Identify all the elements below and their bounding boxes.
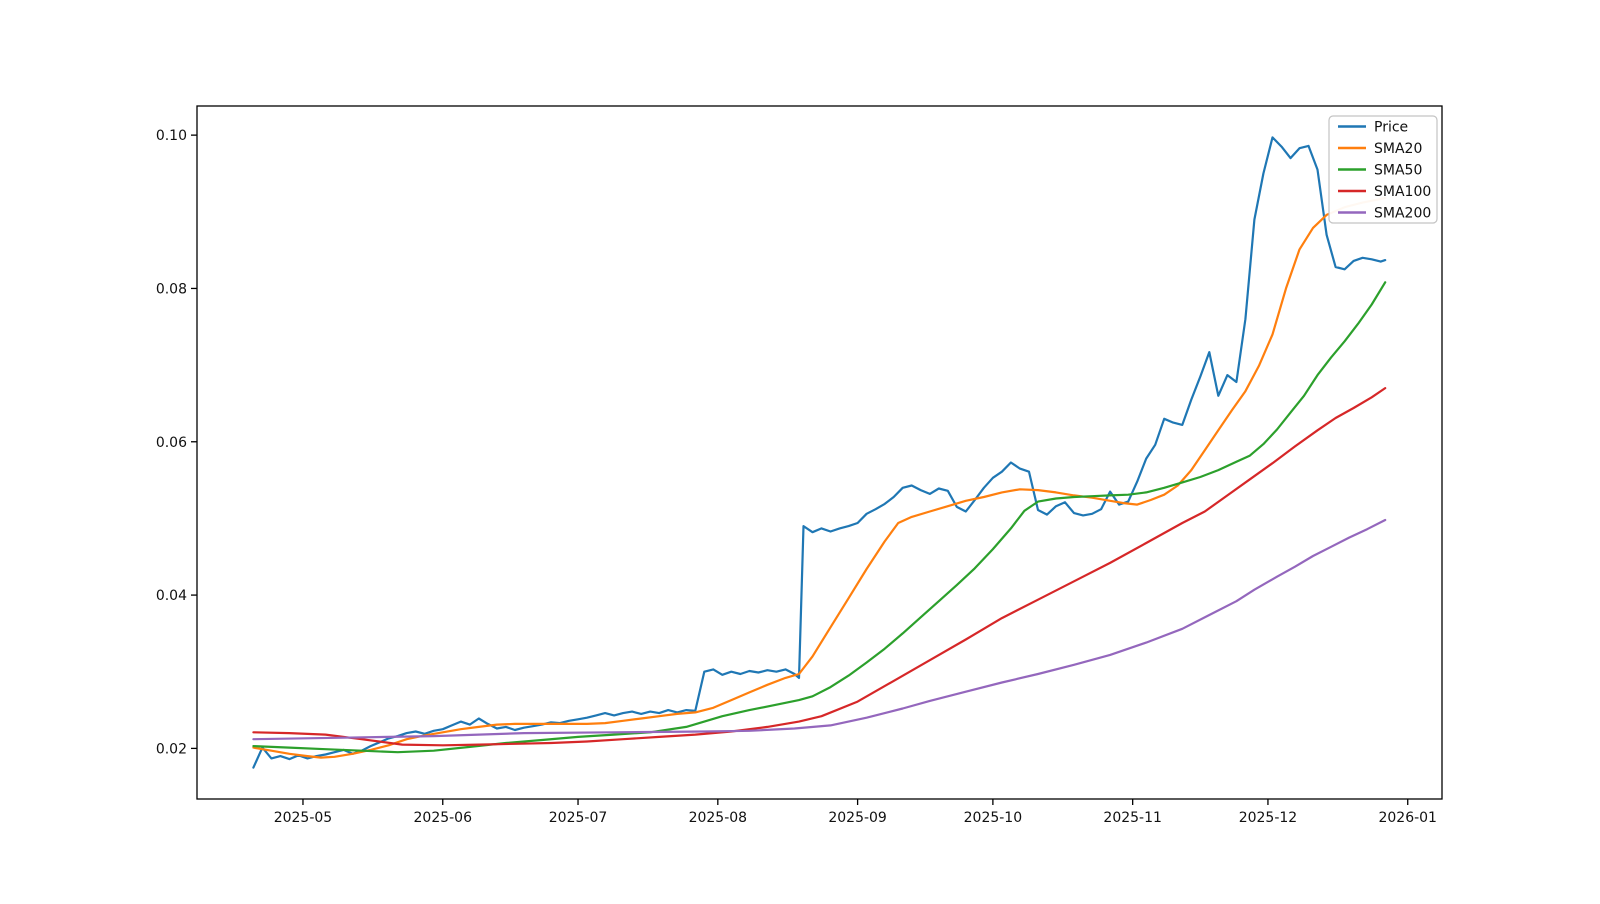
x-axis-tick-label: 2026-01: [1378, 810, 1437, 826]
x-axis-tick-label: 2025-12: [1239, 810, 1298, 826]
price-line: [252, 136, 1387, 769]
x-axis-tick-label: 2025-06: [414, 810, 473, 826]
sma200-line: [252, 518, 1387, 741]
y-axis-tick-label: 0.02: [156, 741, 187, 757]
legend-label-sma20: SMA20: [1374, 141, 1422, 157]
sma100-line: [252, 387, 1387, 747]
legend-label-sma200: SMA200: [1374, 206, 1431, 222]
legend-box: [1328, 115, 1438, 224]
x-axis-tick-label: 2025-09: [828, 810, 887, 826]
legend-label-sma100: SMA100: [1374, 184, 1431, 200]
y-axis-tick-label: 0.08: [156, 281, 187, 297]
y-axis-tick-label: 0.10: [156, 128, 187, 144]
plot-border: [196, 105, 1443, 800]
x-axis-tick-label: 2025-07: [549, 810, 608, 826]
sma20-line: [252, 196, 1387, 759]
legend-label-sma50: SMA50: [1374, 163, 1422, 179]
x-axis-tick-label: 2025-08: [689, 810, 748, 826]
sma50-line: [252, 281, 1387, 754]
x-axis-tick-label: 2025-05: [274, 810, 333, 826]
x-axis-tick-label: 2025-11: [1103, 810, 1162, 826]
y-axis-tick-label: 0.04: [156, 588, 187, 604]
y-axis-tick-label: 0.06: [156, 435, 187, 451]
x-axis-tick-label: 2025-10: [964, 810, 1023, 826]
legend-label-price: Price: [1374, 120, 1408, 136]
